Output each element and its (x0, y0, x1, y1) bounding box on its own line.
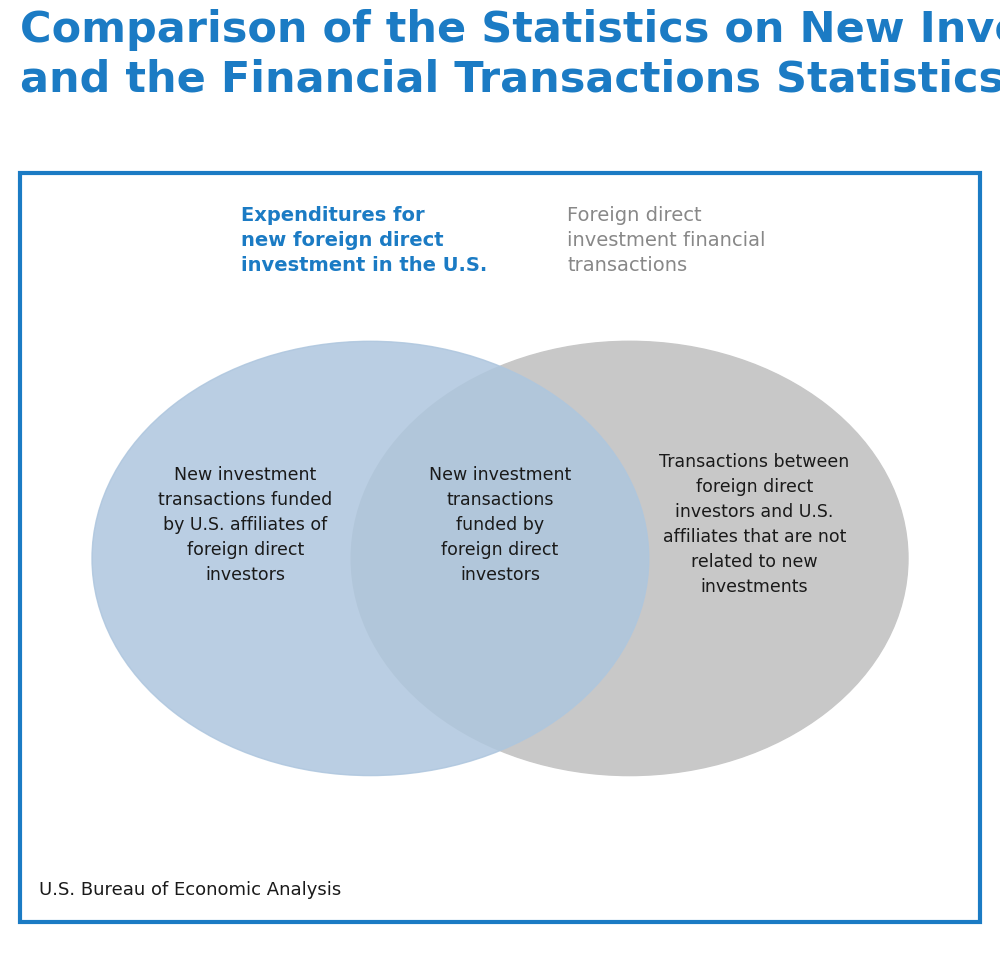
Text: Transactions between
foreign direct
investors and U.S.
affiliates that are not
r: Transactions between foreign direct inve… (659, 453, 850, 596)
Text: New investment
transactions
funded by
foreign direct
investors: New investment transactions funded by fo… (429, 466, 571, 584)
Text: Expenditures for
new foreign direct
investment in the U.S.: Expenditures for new foreign direct inve… (241, 206, 487, 276)
Circle shape (351, 341, 908, 776)
Circle shape (92, 341, 649, 776)
Text: U.S. Bureau of Economic Analysis: U.S. Bureau of Economic Analysis (39, 881, 341, 900)
Text: Foreign direct
investment financial
transactions: Foreign direct investment financial tran… (567, 206, 766, 276)
Text: New investment
transactions funded
by U.S. affiliates of
foreign direct
investor: New investment transactions funded by U.… (158, 466, 333, 584)
Text: Comparison of the Statistics on New Investment
and the Financial Transactions St: Comparison of the Statistics on New Inve… (20, 9, 1000, 101)
